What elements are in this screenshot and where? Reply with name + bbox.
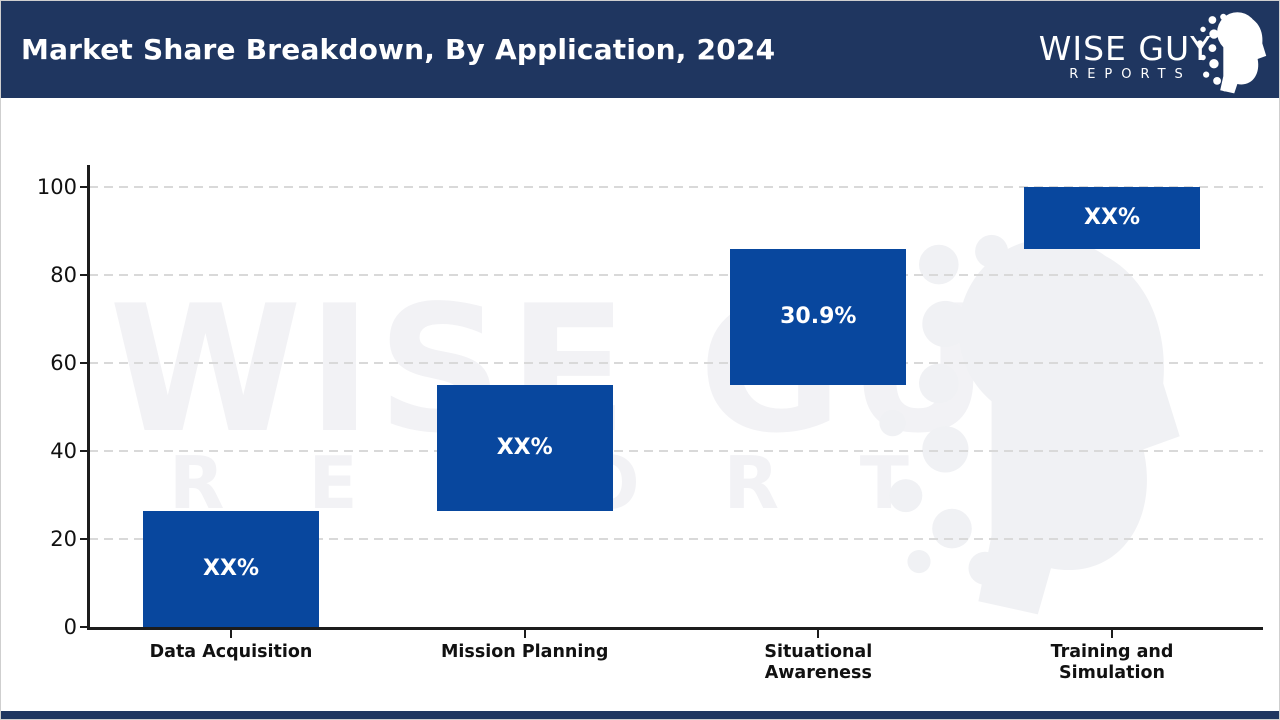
- y-axis-tick-40: [80, 450, 89, 452]
- y-axis-tick-label: 60: [50, 351, 77, 375]
- brand-logo: WISE GUY REPORTS: [1007, 7, 1267, 94]
- footer-bar: [1, 711, 1279, 719]
- x-axis-line: [87, 627, 1263, 630]
- y-axis-tick-80: [80, 274, 89, 276]
- brand-face-icon: [1196, 12, 1267, 94]
- bar-data-acquisition: XX%: [143, 510, 319, 627]
- x-axis-tick-training-and-simulation: [1111, 629, 1113, 638]
- x-axis-tick-situational-awareness: [817, 629, 820, 638]
- y-axis-tick-100: [80, 186, 89, 188]
- gridline-100: [89, 186, 1263, 188]
- gridline-80: [89, 274, 1263, 276]
- x-axis-category-label: Data Acquisition: [149, 642, 313, 662]
- x-axis-tick-mission-planning: [523, 629, 526, 638]
- y-axis-tick-label: 0: [63, 615, 77, 639]
- gridline-60: [89, 362, 1263, 364]
- y-axis-line: [87, 165, 90, 629]
- header-bar: Market Share Breakdown, By Application, …: [1, 1, 1279, 98]
- bar-value-label: XX%: [496, 434, 553, 460]
- gridline-40: [89, 450, 1263, 452]
- y-axis-tick-0: [80, 626, 89, 628]
- y-axis-tick-20: [80, 538, 89, 540]
- gridline-20: [89, 538, 1263, 540]
- brand-subname: REPORTS: [1069, 67, 1192, 82]
- bar-value-label: 30.9%: [780, 303, 857, 329]
- bar-situational-awareness: 30.9%: [730, 248, 907, 385]
- x-axis-category-label: Training and Simulation: [1050, 642, 1174, 683]
- x-axis-tick-data-acquisition: [230, 629, 232, 638]
- watermark-face-icon: [871, 234, 1180, 615]
- bar-mission-planning: XX%: [436, 384, 613, 511]
- y-axis-tick-label: 80: [50, 263, 77, 287]
- y-axis-tick-label: 20: [50, 527, 77, 551]
- y-axis-tick-60: [80, 362, 89, 364]
- bar-value-label: XX%: [203, 555, 259, 581]
- x-axis-category-label: Mission Planning: [441, 642, 609, 662]
- y-axis-tick-label: 40: [50, 439, 77, 463]
- y-axis-tick-label: 100: [36, 175, 77, 199]
- x-axis-category-label: Situational Awareness: [764, 642, 873, 683]
- bar-value-label: XX%: [1084, 204, 1140, 230]
- brand-name: WISE GUY: [1038, 29, 1212, 68]
- bar-training-and-simulation: XX%: [1024, 187, 1200, 249]
- chart-title: Market Share Breakdown, By Application, …: [21, 33, 776, 66]
